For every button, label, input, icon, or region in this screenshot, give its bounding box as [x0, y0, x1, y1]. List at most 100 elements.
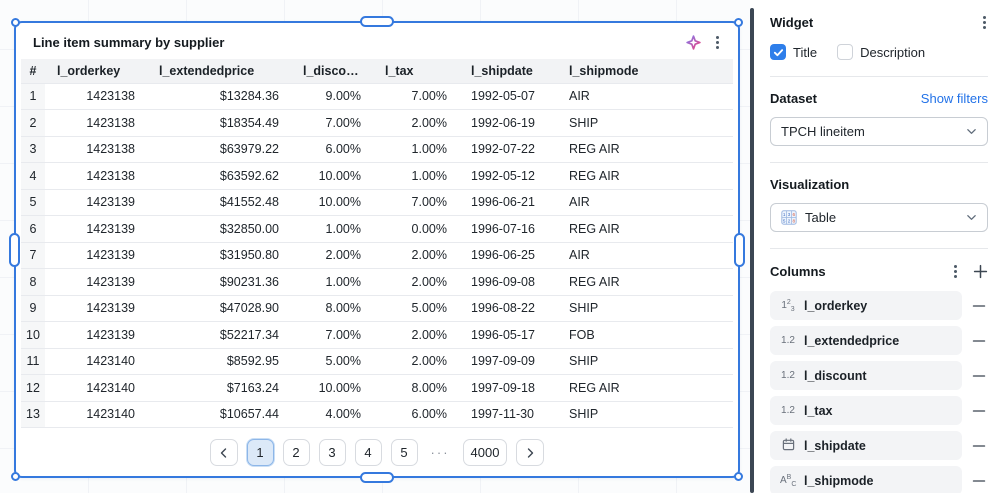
- panel-resize-divider[interactable]: [750, 8, 754, 493]
- decimal-type-icon: 1.2: [781, 404, 795, 416]
- cell-l_orderkey: 1423138: [45, 83, 147, 110]
- resize-handle-bottom-right[interactable]: [734, 472, 743, 481]
- remove-column-icon[interactable]: [970, 404, 988, 418]
- svg-text:3: 3: [788, 212, 791, 217]
- widget-section-title: Widget: [770, 15, 814, 30]
- dataset-section: Dataset Show filters TPCH lineitem: [770, 77, 988, 163]
- pagination-ellipsis: ···: [427, 439, 454, 466]
- resize-handle-top[interactable]: [360, 16, 394, 27]
- table-row: 4 1423138 $63592.62 10.00% 1.00% 1992-05-12 RE…: [21, 162, 733, 190]
- data-table: # l_orderkey l_extendedprice l_discount l_ta…: [21, 59, 733, 428]
- page-button-1[interactable]: 1: [246, 439, 274, 466]
- column-item-label: l_discount: [804, 368, 867, 383]
- resize-handle-bottom[interactable]: [360, 472, 394, 483]
- cell-l_discount: 10.00%: [291, 162, 373, 190]
- next-page-button[interactable]: [516, 439, 545, 466]
- visualization-select-value: Table: [805, 210, 837, 225]
- resize-handle-top-right[interactable]: [734, 18, 743, 27]
- add-column-icon[interactable]: [973, 264, 988, 279]
- column-header-l_discount[interactable]: l_discount: [291, 59, 373, 84]
- column-header-l_tax[interactable]: l_tax: [373, 59, 459, 84]
- dataset-select[interactable]: TPCH lineitem: [770, 117, 988, 146]
- column-item-label: l_extendedprice: [804, 333, 900, 348]
- column-item-l_tax[interactable]: 1.2 l_tax: [770, 396, 962, 425]
- widget-section-menu-icon[interactable]: [981, 14, 988, 31]
- cell-l_discount: 10.00%: [291, 189, 373, 216]
- cell-l_extendedprice: $7163.24: [147, 374, 291, 402]
- column-item-l_extendedprice[interactable]: 1.2 l_extendedprice: [770, 326, 962, 355]
- title-checkbox-box[interactable]: [770, 44, 786, 60]
- page-button-2[interactable]: 2: [282, 439, 310, 466]
- dashboard-canvas[interactable]: Line item summary by supplier: [0, 0, 750, 493]
- cell-l_discount: 4.00%: [291, 401, 373, 428]
- description-checkbox-box[interactable]: [837, 44, 854, 60]
- cell-l_tax: 2.00%: [373, 109, 459, 137]
- columns-section-title: Columns: [770, 264, 826, 279]
- cell-l_shipmode: REG AIR: [557, 374, 733, 402]
- remove-column-icon[interactable]: [970, 299, 988, 313]
- svg-text:8: 8: [793, 219, 796, 224]
- remove-column-icon[interactable]: [970, 369, 988, 383]
- table-row: 2 1423138 $18354.49 7.00% 2.00% 1992-06-19 SHI…: [21, 109, 733, 137]
- cell-l_discount: 1.00%: [291, 268, 373, 296]
- column-header-l_shipmode[interactable]: l_shipmode: [557, 59, 733, 84]
- column-item-row: 1.2 l_extendedprice: [770, 326, 988, 355]
- column-item-row: l_shipdate: [770, 431, 988, 460]
- table-row: 12 1423140 $7163.24 10.00% 8.00% 1997-09-18 RE…: [21, 374, 733, 402]
- resize-handle-top-left[interactable]: [11, 18, 20, 27]
- column-item-l_shipmode[interactable]: ABC l_shipmode: [770, 466, 962, 493]
- cell-l_orderkey: 1423140: [45, 374, 147, 402]
- cell-l_extendedprice: $47028.90: [147, 295, 291, 322]
- description-checkbox[interactable]: Description: [837, 44, 925, 60]
- widget-menu-icon[interactable]: [714, 34, 721, 51]
- cell-l_shipmode: REG AIR: [557, 136, 733, 163]
- cell-l_tax: 7.00%: [373, 189, 459, 216]
- ai-assistant-icon[interactable]: [685, 34, 702, 51]
- remove-column-icon[interactable]: [970, 439, 988, 453]
- integer-type-icon: 123: [781, 298, 795, 313]
- cell-rownum: 6: [21, 215, 45, 243]
- resize-handle-bottom-left[interactable]: [11, 472, 20, 481]
- table-widget[interactable]: Line item summary by supplier: [9, 16, 745, 483]
- cell-l_discount: 6.00%: [291, 136, 373, 163]
- column-item-l_discount[interactable]: 1.2 l_discount: [770, 361, 962, 390]
- cell-l_shipmode: SHIP: [557, 401, 733, 428]
- page-button-3[interactable]: 3: [318, 439, 346, 466]
- resize-handle-right[interactable]: [734, 232, 745, 267]
- visualization-section: Visualization 1 3 6 5 2 8: [770, 163, 988, 249]
- show-filters-link[interactable]: Show filters: [920, 91, 988, 106]
- column-header-rownum[interactable]: #: [21, 59, 45, 84]
- cell-rownum: 8: [21, 268, 45, 296]
- page-button-4000[interactable]: 4000: [462, 439, 508, 466]
- remove-column-icon[interactable]: [970, 334, 988, 348]
- page-button-5[interactable]: 5: [390, 439, 418, 466]
- cell-l_discount: 10.00%: [291, 374, 373, 402]
- column-item-l_orderkey[interactable]: 123 l_orderkey: [770, 291, 962, 320]
- cell-l_extendedprice: $52217.34: [147, 321, 291, 349]
- column-item-row: 1.2 l_discount: [770, 361, 988, 390]
- resize-handle-left[interactable]: [9, 232, 20, 267]
- cell-l_discount: 5.00%: [291, 348, 373, 375]
- column-header-l_extendedprice[interactable]: l_extendedprice: [147, 59, 291, 84]
- column-header-l_shipdate[interactable]: l_shipdate: [459, 59, 557, 84]
- cell-l_orderkey: 1423138: [45, 162, 147, 190]
- cell-rownum: 11: [21, 348, 45, 375]
- dataset-section-title: Dataset: [770, 91, 817, 106]
- page-button-4[interactable]: 4: [354, 439, 382, 466]
- cell-l_extendedprice: $8592.95: [147, 348, 291, 375]
- columns-menu-icon[interactable]: [952, 263, 959, 280]
- remove-column-icon[interactable]: [970, 474, 988, 488]
- previous-page-button[interactable]: [209, 439, 238, 466]
- column-item-row: ABC l_shipmode: [770, 466, 988, 493]
- column-item-l_shipdate[interactable]: l_shipdate: [770, 431, 962, 460]
- cell-rownum: 13: [21, 401, 45, 428]
- title-checkbox[interactable]: Title: [770, 44, 817, 60]
- cell-l_shipdate: 1997-09-18: [459, 374, 557, 402]
- table-row: 10 1423139 $52217.34 7.00% 2.00% 1996-05-17 FO…: [21, 321, 733, 349]
- cell-l_discount: 2.00%: [291, 242, 373, 269]
- column-header-l_orderkey[interactable]: l_orderkey: [45, 59, 147, 84]
- table-row: 11 1423140 $8592.95 5.00% 2.00% 1997-09-09 SHI…: [21, 348, 733, 375]
- cell-l_orderkey: 1423139: [45, 242, 147, 269]
- description-checkbox-label: Description: [860, 44, 926, 60]
- visualization-select[interactable]: 1 3 6 5 2 8 Table: [770, 203, 988, 232]
